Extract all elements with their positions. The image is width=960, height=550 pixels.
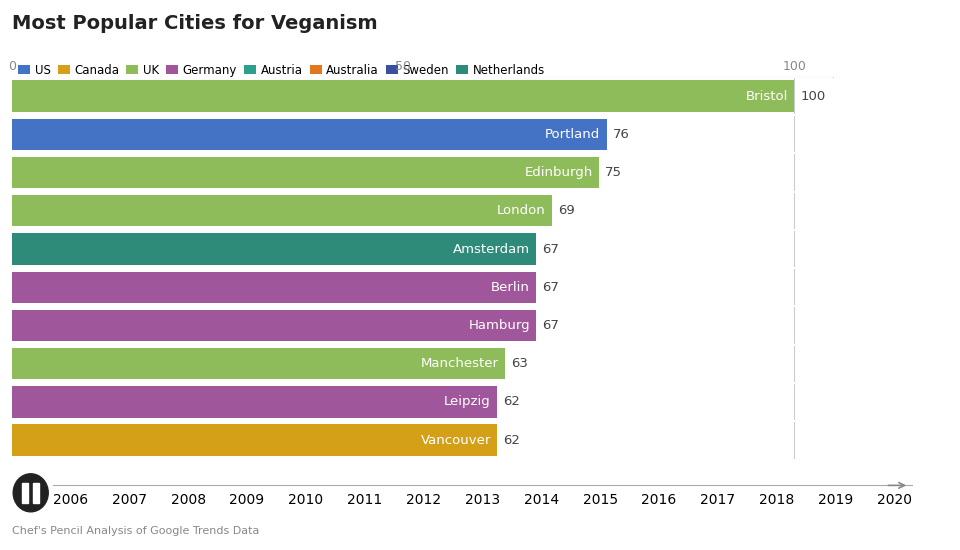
Circle shape (13, 474, 48, 512)
Text: Hamburg: Hamburg (468, 319, 530, 332)
Text: 69: 69 (558, 204, 575, 217)
Text: Bristol: Bristol (746, 90, 788, 103)
Bar (12, 348, 505, 379)
Text: Berlin: Berlin (492, 280, 530, 294)
Text: 62: 62 (503, 395, 520, 409)
Text: 63: 63 (512, 357, 528, 370)
Text: 67: 67 (542, 319, 560, 332)
Bar (34, 482, 39, 503)
Text: Edinburgh: Edinburgh (524, 166, 592, 179)
Text: London: London (497, 204, 545, 217)
Text: Chef's Pencil Analysis of Google Trends Data: Chef's Pencil Analysis of Google Trends … (12, 526, 260, 536)
Text: Amsterdam: Amsterdam (453, 243, 530, 256)
Bar (12, 425, 497, 456)
Bar (12, 80, 794, 112)
Bar (12, 119, 607, 150)
Bar (12, 310, 537, 341)
Bar (12, 233, 537, 265)
Text: Leipzig: Leipzig (444, 395, 491, 409)
Text: 76: 76 (612, 128, 630, 141)
Text: 100: 100 (801, 90, 826, 103)
Bar (22, 482, 28, 503)
Text: 67: 67 (542, 280, 560, 294)
Text: Most Popular Cities for Veganism: Most Popular Cities for Veganism (12, 14, 378, 33)
Bar (12, 157, 599, 188)
Text: Portland: Portland (545, 128, 600, 141)
Bar (12, 195, 552, 227)
Text: 62: 62 (503, 433, 520, 447)
Text: 75: 75 (605, 166, 622, 179)
Bar (12, 272, 537, 303)
Text: 67: 67 (542, 243, 560, 256)
Legend: US, Canada, UK, Germany, Austria, Australia, Sweden, Netherlands: US, Canada, UK, Germany, Austria, Austra… (18, 64, 545, 76)
Bar (12, 386, 497, 417)
Text: Vancouver: Vancouver (420, 433, 491, 447)
Text: Manchester: Manchester (420, 357, 498, 370)
